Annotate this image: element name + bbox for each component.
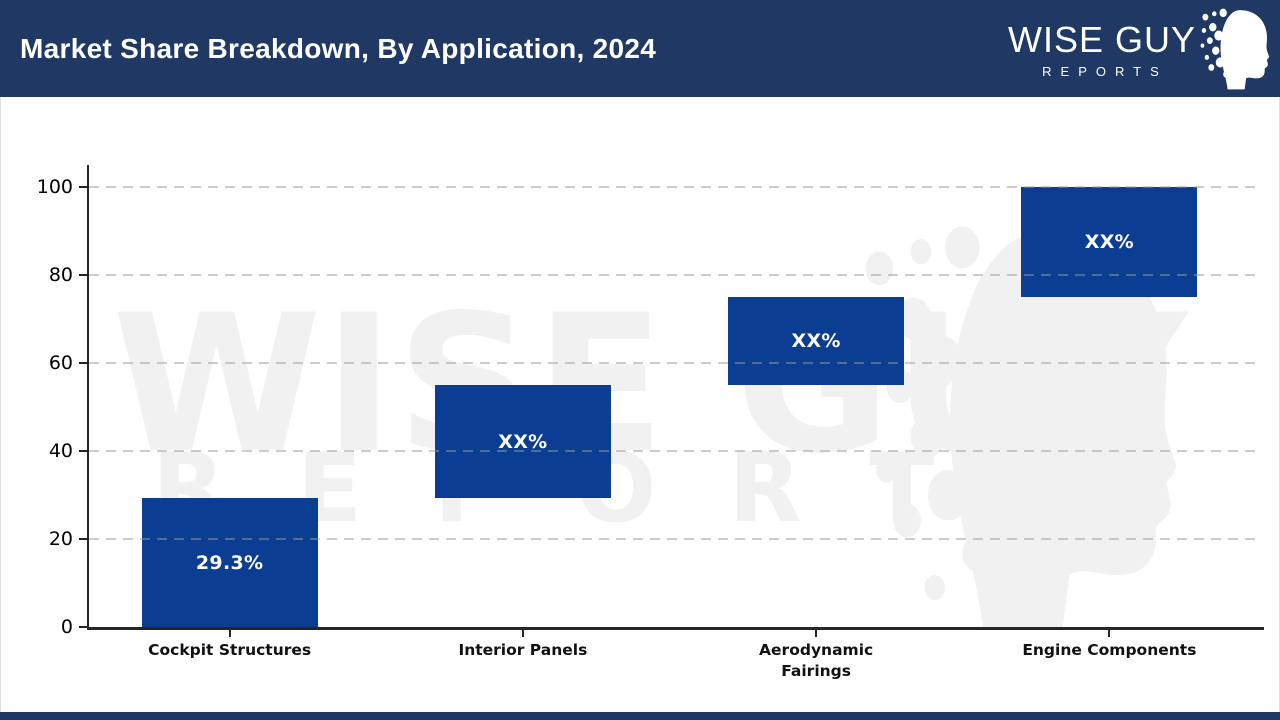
footer-bar <box>0 712 1280 720</box>
y-tick-label: 0 <box>60 616 73 638</box>
x-tick <box>815 630 818 637</box>
x-tick <box>228 630 231 637</box>
wiseguy-logo: WISE GUY REPORTS <box>1008 4 1272 94</box>
chart-header: Market Share Breakdown, By Application, … <box>0 0 1280 97</box>
x-category-label: Aerodynamic Fairings <box>759 641 874 680</box>
y-tick <box>79 450 87 452</box>
x-category-label: Cockpit Structures <box>148 641 312 659</box>
bar-value-label: XX% <box>791 330 841 352</box>
logo-text: WISE GUY REPORTS <box>1008 19 1196 79</box>
y-tick <box>79 626 87 628</box>
y-tick-label: 40 <box>48 440 73 462</box>
bar: XX% <box>1021 187 1198 297</box>
bar-value-label: XX% <box>498 430 548 453</box>
gridline <box>89 362 1262 364</box>
y-tick-label: 80 <box>48 264 73 286</box>
logo-reports-label: REPORTS <box>1042 64 1168 79</box>
chart-title: Market Share Breakdown, By Application, … <box>20 32 657 64</box>
logo-head-icon <box>1200 8 1270 90</box>
y-tick-label: 20 <box>48 528 73 550</box>
y-tick <box>79 538 87 540</box>
x-category-label: Interior Panels <box>458 641 588 659</box>
y-tick <box>79 186 87 188</box>
x-axis-line <box>87 627 1264 630</box>
bar-value-label: XX% <box>1084 231 1134 253</box>
bar: 29.3% <box>141 498 318 627</box>
y-axis-line <box>87 165 89 630</box>
x-tick <box>1108 630 1111 637</box>
x-tick <box>521 630 524 637</box>
y-tick-label: 60 <box>48 352 73 374</box>
y-tick <box>79 274 87 276</box>
bar: XX% <box>728 297 905 385</box>
watermark-head-graphic <box>857 226 1177 630</box>
gridline <box>89 538 1262 540</box>
gridline <box>89 450 1262 452</box>
logo-wordmark: WISE GUY <box>1007 19 1196 60</box>
y-tick-label: 100 <box>36 176 73 198</box>
gridline <box>89 274 1262 276</box>
bar: XX% <box>434 385 611 499</box>
x-category-label: Engine Components <box>1022 641 1197 659</box>
gridline <box>89 186 1262 188</box>
y-tick <box>79 362 87 364</box>
bar-value-label: 29.3% <box>195 551 264 574</box>
